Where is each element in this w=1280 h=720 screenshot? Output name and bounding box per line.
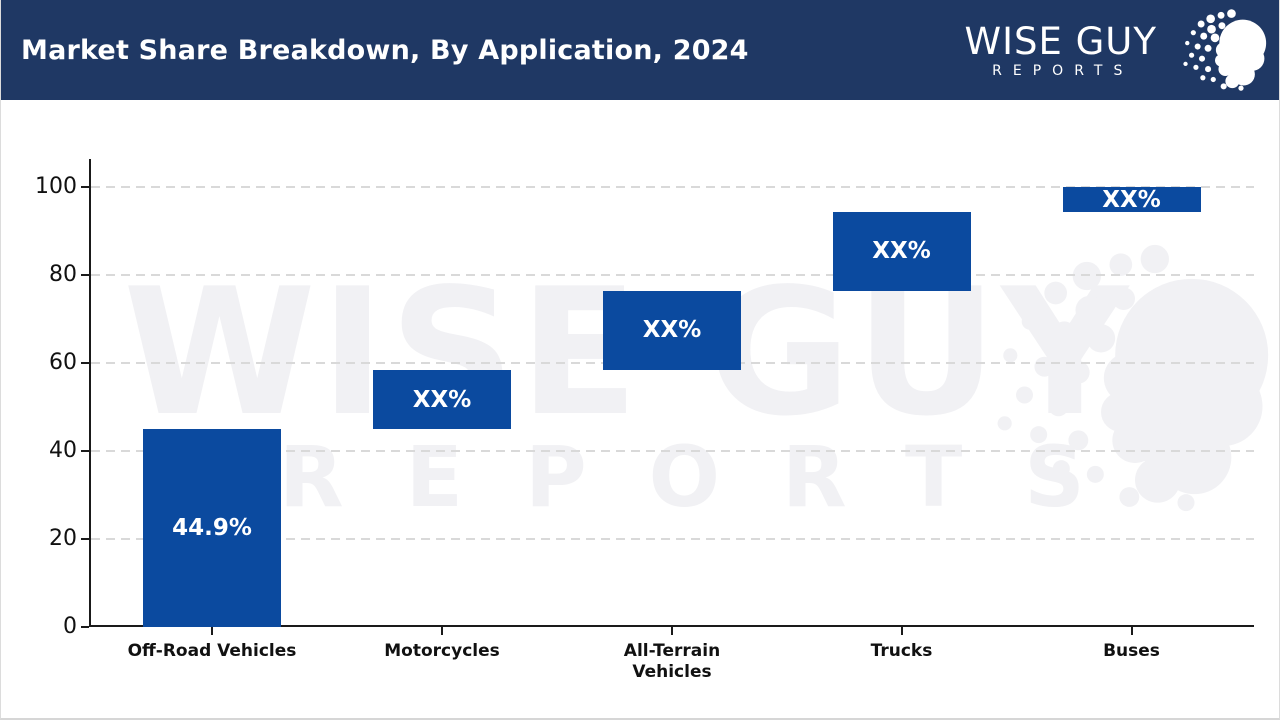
y-tick-mark-80 [81,274,89,276]
wise-guy-reports-logo: WISE GUY REPORTS [965,0,1267,100]
y-tick-label-40: 40 [49,438,77,463]
x-tick-mark-trucks [900,627,903,635]
gridline-40 [91,450,1254,452]
x-category-label-trucks: Trucks [870,641,933,661]
x-tick-mark-all-terrain-vehicles [671,627,673,635]
x-tick-mark-off-road-vehicles [211,627,213,635]
y-tick-mark-0 [81,626,89,628]
bar-off-road-vehicles: 44.9% [143,429,281,627]
y-tick-label-20: 20 [49,526,77,551]
y-tick-label-0: 0 [63,614,77,639]
page-title: Market Share Breakdown, By Application, … [21,34,749,66]
x-tick-mark-motorcycles [441,627,443,635]
x-category-label-buses: Buses [1103,641,1160,661]
y-tick-mark-100 [81,186,89,188]
bar-all-terrain-vehicles: XX% [603,290,741,370]
bar-buses: XX% [1062,186,1201,213]
gridline-80 [91,274,1254,276]
x-category-label-all-terrain-vehicles: All-Terrain Vehicles [623,641,721,682]
y-tick-label-100: 100 [35,174,77,199]
bar-value-label: 44.9% [172,515,252,542]
bar-value-label: XX% [1102,186,1161,213]
plot-area: 0 20 40 60 80 100 44.9% Off-Road Vehicles XX% Mot… [35,155,1254,682]
bar-value-label: XX% [872,238,931,265]
dotted-head-icon [1183,9,1267,91]
gridline-100 [91,186,1254,188]
y-tick-mark-40 [81,450,89,452]
y-tick-mark-60 [81,362,89,364]
logo-wordmark: WISE GUY [964,19,1157,63]
y-tick-mark-20 [81,538,89,540]
y-tick-label-80: 80 [49,262,77,287]
x-tick-mark-buses [1130,627,1133,635]
y-tick-label-60: 60 [49,350,77,375]
x-category-label-off-road-vehicles: Off-Road Vehicles [127,641,297,661]
bar-value-label: XX% [412,386,472,413]
bar-motorcycles: XX% [373,369,511,430]
x-category-label-motorcycles: Motorcycles [384,641,500,661]
y-axis [89,159,91,627]
x-axis [89,625,1254,627]
watermark-subtitle: REPORTS [279,428,1147,526]
bar-trucks: XX% [832,212,971,291]
logo-subtitle: REPORTS [992,62,1134,79]
gridline-20 [91,538,1254,540]
bar-value-label: XX% [642,317,702,344]
header-bar: Market Share Breakdown, By Application, … [1,0,1279,100]
